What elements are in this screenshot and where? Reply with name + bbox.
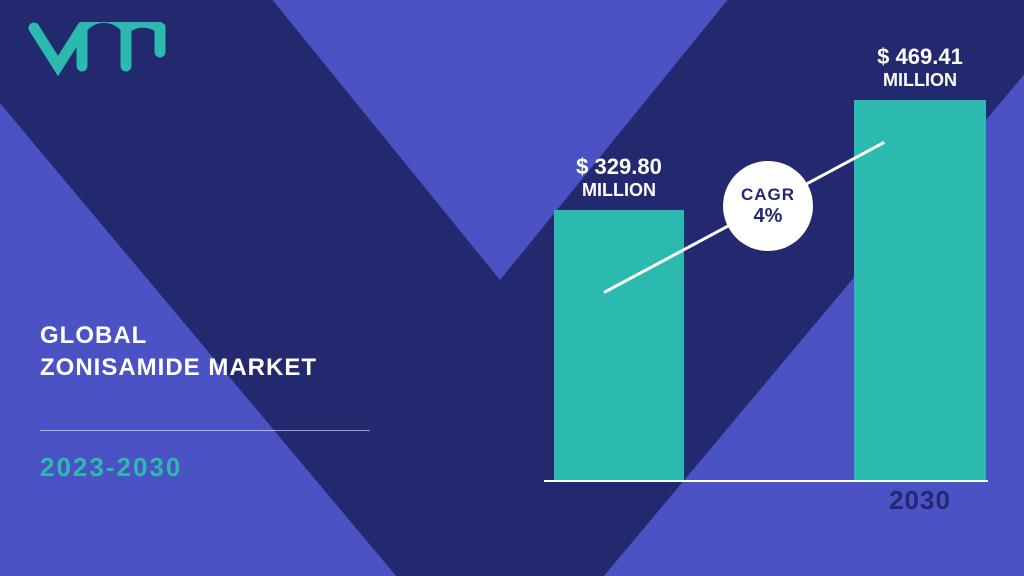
bar-2021 bbox=[554, 210, 684, 480]
logo-line-3: RESEARCH bbox=[180, 60, 296, 77]
cagr-label: CAGR bbox=[741, 185, 795, 205]
title-line-global: GLOBAL bbox=[40, 322, 317, 350]
cagr-value: 4% bbox=[754, 205, 783, 228]
bar-2021-year: 2021 bbox=[544, 485, 694, 516]
canvas: VERIFIED MARKET RESEARCH GLOBAL ZONISAMI… bbox=[0, 0, 1024, 576]
logo-line-1: VERIFIED bbox=[180, 22, 296, 39]
bar-2021-value-label: $ 329.80 MILLION bbox=[544, 154, 694, 202]
logo-mark-icon bbox=[28, 22, 166, 78]
title-divider bbox=[40, 430, 370, 431]
bar-2030-value: $ 469.41 bbox=[844, 44, 996, 70]
forecast-year-range: 2023-2030 bbox=[40, 452, 182, 483]
bar-2021-value: $ 329.80 bbox=[544, 154, 694, 180]
bar-2021-unit: MILLION bbox=[544, 180, 694, 202]
cagr-badge: CAGR 4% bbox=[723, 161, 813, 251]
title-line-market: ZONISAMIDE MARKET bbox=[40, 354, 317, 382]
brand-logo: VERIFIED MARKET RESEARCH bbox=[28, 22, 296, 78]
bar-2030-value-label: $ 469.41 MILLION bbox=[844, 44, 996, 92]
chart-baseline bbox=[544, 480, 988, 482]
bar-2030-unit: MILLION bbox=[844, 70, 996, 92]
logo-line-2: MARKET bbox=[180, 41, 296, 58]
bar-2030-year: 2030 bbox=[844, 485, 996, 516]
bar-2030 bbox=[854, 100, 986, 480]
logo-text: VERIFIED MARKET RESEARCH bbox=[180, 22, 296, 77]
title-block: GLOBAL ZONISAMIDE MARKET bbox=[40, 322, 317, 382]
market-bar-chart: $ 329.80 MILLION 2021 $ 469.41 MILLION 2… bbox=[544, 74, 988, 514]
